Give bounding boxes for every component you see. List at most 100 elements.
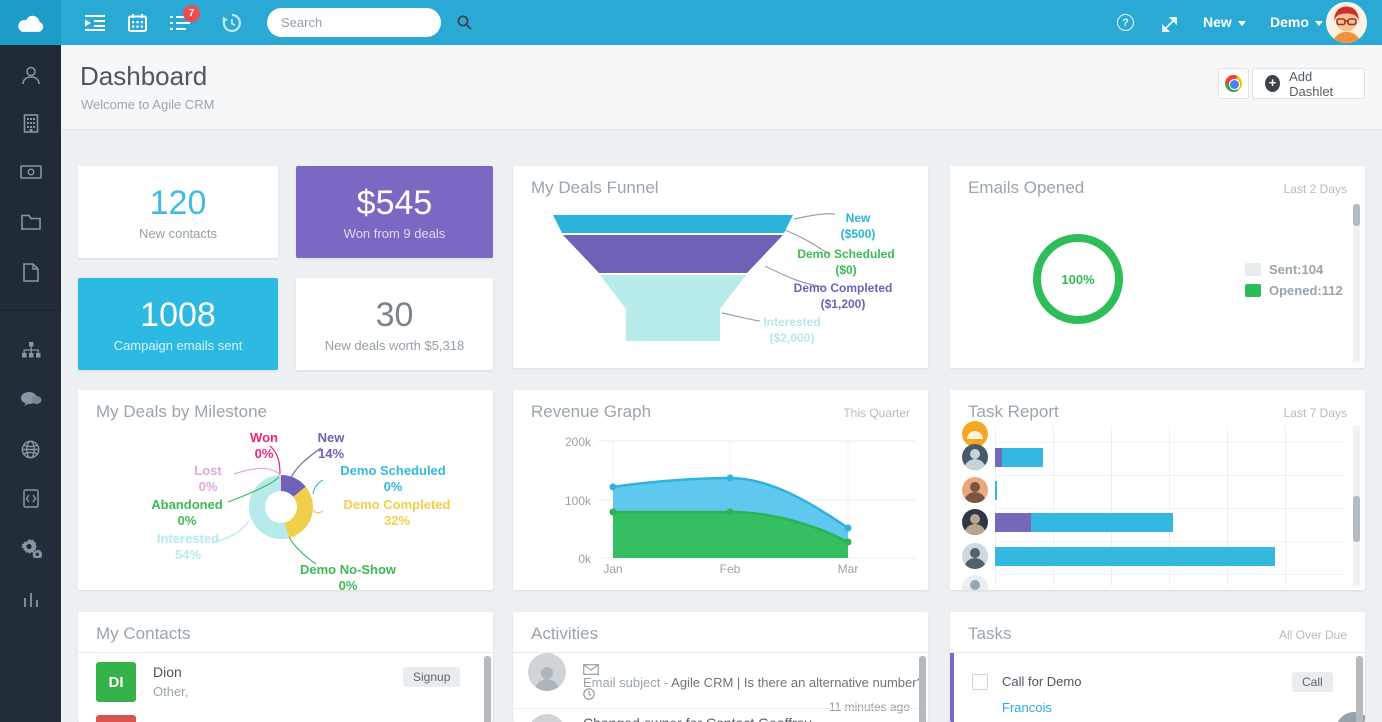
search-icon[interactable] [457, 15, 472, 30]
task-bar-row4[interactable] [995, 547, 1275, 566]
milestone-label-lost: Lost 0% [194, 463, 222, 494]
stat-label: Campaign emails sent [113, 338, 243, 353]
card-title: Revenue Graph [531, 402, 652, 421]
avatar[interactable] [962, 575, 988, 590]
task-bar-row1[interactable] [995, 448, 1043, 467]
task-tag[interactable]: Call [1292, 672, 1333, 692]
contact-icon [21, 66, 41, 85]
sidebar-item-folder[interactable] [0, 207, 61, 237]
chat-icon [20, 391, 42, 407]
gears-icon [20, 538, 42, 558]
emails-opened-card: Emails Opened Last 2 Days 100% Sent:104 … [950, 166, 1365, 368]
funnel-label-demo-scheduled: Demo Scheduled ($0) [797, 247, 895, 277]
user-dropdown[interactable]: Demo [1270, 14, 1323, 30]
search-input[interactable] [281, 15, 457, 30]
milestone-card: My Deals by Milestone Won 0% New 14% Lost 0… [78, 390, 493, 590]
legend-item-opened: Opened:112 [1245, 283, 1343, 298]
task-title[interactable]: Call for Demo [1002, 674, 1082, 689]
sidebar-item-settings[interactable] [0, 533, 61, 563]
contact-name[interactable]: Dion [153, 664, 182, 680]
sidebar-item-web[interactable] [0, 434, 61, 464]
chrome-extension-button[interactable] [1218, 68, 1249, 99]
sidebar-item-forms[interactable] [0, 483, 61, 513]
sidebar-item-reports[interactable] [0, 583, 61, 613]
legend-item-sent: Sent:104 [1245, 262, 1343, 277]
funnel-chart[interactable] [513, 166, 928, 368]
cloud-icon [17, 14, 45, 32]
task-owner-avatar [1336, 712, 1365, 722]
card-scrollbar[interactable] [1353, 426, 1360, 586]
stat-card-won-deals[interactable]: $545 Won from 9 deals [296, 166, 493, 258]
task-bar-row2[interactable] [995, 481, 997, 500]
card-period: Last 7 Days [1283, 406, 1347, 420]
task-checkbox[interactable] [972, 674, 988, 690]
calendar-icon[interactable] [126, 12, 148, 34]
revenue-area-chart[interactable] [513, 390, 928, 590]
sidebar-item-contacts[interactable] [0, 60, 61, 90]
x-tick-feb: Feb [719, 562, 741, 576]
tasks-card: Tasks All Over Due Call for Demo Francoi… [950, 612, 1365, 722]
contact-subtitle: Other, [153, 684, 189, 699]
sidebar-item-workflows[interactable] [0, 335, 61, 365]
new-dropdown-label: New [1203, 14, 1232, 30]
emails-opened-donut[interactable]: 100% [1033, 234, 1123, 324]
contact-avatar-partial [96, 715, 136, 722]
new-dropdown[interactable]: New [1203, 14, 1246, 30]
milestone-label-demo-scheduled: Demo Scheduled 0% [340, 463, 446, 494]
card-scrollbar[interactable] [1356, 656, 1363, 722]
sidebar-item-deals[interactable] [0, 157, 61, 187]
y-tick-100k: 100k [564, 494, 591, 508]
avatar[interactable] [962, 444, 988, 470]
task-contact-link[interactable]: Francois [1002, 700, 1052, 715]
top-navbar: 7 ? New Demo [0, 0, 1382, 45]
user-avatar[interactable] [1326, 2, 1367, 43]
funnel-label-interested: Interested ($2,000) [763, 315, 821, 345]
agilecrm-logo[interactable] [0, 0, 61, 45]
y-tick-0k: 0k [578, 552, 591, 566]
milestone-label-interested: Interested 54% [156, 531, 220, 562]
legend-swatch-sent [1245, 263, 1261, 276]
task-bar-row3[interactable] [995, 513, 1173, 532]
help-icon[interactable]: ? [1117, 14, 1134, 31]
chevron-down-icon [1314, 20, 1323, 26]
sidebar-item-companies[interactable] [0, 108, 61, 138]
task-priority-bar [950, 653, 954, 722]
card-period: Last 2 Days [1283, 182, 1347, 196]
stat-value: $545 [356, 184, 433, 222]
activities-card: Activities Email subject - Agile CRM | I… [513, 612, 928, 722]
notification-badge[interactable]: 7 [183, 5, 200, 22]
money-icon [19, 165, 42, 179]
user-dropdown-label: Demo [1270, 14, 1309, 30]
add-dashlet-button[interactable]: + Add Dashlet [1252, 68, 1365, 99]
stat-card-new-contacts[interactable]: 120 New contacts [78, 166, 278, 258]
fullscreen-icon[interactable] [1158, 13, 1180, 35]
card-scrollbar[interactable] [919, 656, 926, 722]
file-icon [22, 262, 39, 282]
card-title: My Deals Funnel [531, 178, 659, 197]
add-dashlet-label: Add Dashlet [1289, 68, 1334, 99]
avatar[interactable] [962, 477, 988, 503]
sidebar-item-documents[interactable] [0, 257, 61, 287]
sitemap-icon [21, 341, 41, 359]
global-search [267, 8, 472, 37]
card-scrollbar[interactable] [1353, 204, 1360, 362]
card-filter[interactable]: All Over Due [1278, 628, 1347, 642]
milestone-donut[interactable] [249, 475, 313, 539]
stat-card-campaign-emails[interactable]: 1008 Campaign emails sent [78, 278, 278, 370]
avatar[interactable] [962, 421, 988, 447]
deals-menu-icon[interactable] [84, 12, 106, 34]
avatar[interactable] [962, 509, 988, 535]
emails-legend: Sent:104 Opened:112 [1245, 262, 1343, 304]
sidebar-item-chat[interactable] [0, 384, 61, 414]
page-title: Dashboard [80, 61, 208, 91]
globe-icon [21, 440, 40, 459]
left-sidebar [0, 45, 61, 722]
milestone-label-new: New 14% [317, 430, 345, 461]
y-tick-200k: 200k [564, 435, 591, 449]
avatar[interactable] [962, 543, 988, 569]
contact-tag[interactable]: Signup [403, 667, 461, 687]
activity-avatar [528, 714, 566, 722]
history-icon[interactable] [221, 12, 243, 34]
card-scrollbar[interactable] [484, 656, 491, 722]
stat-card-new-deals[interactable]: 30 New deals worth $5,318 [296, 278, 493, 370]
